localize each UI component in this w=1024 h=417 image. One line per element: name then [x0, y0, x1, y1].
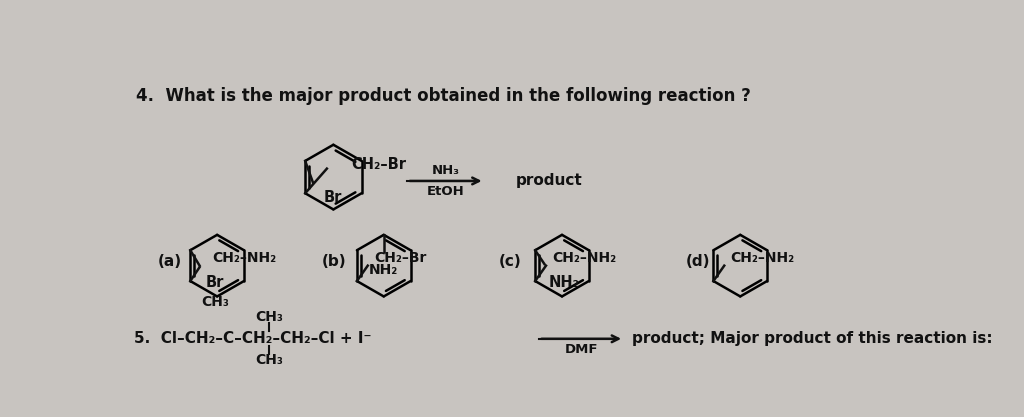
- Text: (d): (d): [686, 254, 711, 269]
- Text: CH₃: CH₃: [255, 353, 283, 367]
- Text: (c): (c): [499, 254, 521, 269]
- Text: 4.  What is the major product obtained in the following reaction ?: 4. What is the major product obtained in…: [136, 87, 751, 105]
- Text: (a): (a): [158, 254, 181, 269]
- Text: CH₂–Br: CH₂–Br: [374, 251, 426, 265]
- Text: EtOH: EtOH: [427, 185, 465, 198]
- Text: NH₂: NH₂: [369, 263, 398, 276]
- Text: CH₂–Br: CH₂–Br: [351, 156, 407, 171]
- Text: CH₃: CH₃: [201, 295, 229, 309]
- Text: product: product: [515, 173, 583, 188]
- Text: product; Major product of this reaction is:: product; Major product of this reaction …: [632, 331, 992, 346]
- Text: 5.  Cl–CH₂–C–CH₂–CH₂–Cl + I⁻: 5. Cl–CH₂–C–CH₂–CH₂–Cl + I⁻: [134, 331, 372, 346]
- Text: (b): (b): [322, 254, 346, 269]
- Text: CH₂–NH₂: CH₂–NH₂: [730, 251, 795, 265]
- Text: Br: Br: [324, 190, 342, 205]
- Text: DMF: DMF: [564, 343, 598, 356]
- Text: NH₃: NH₃: [432, 163, 460, 177]
- Text: NH₂: NH₂: [549, 275, 581, 290]
- Text: Br: Br: [206, 275, 224, 290]
- Text: CH₂–NH₂: CH₂–NH₂: [212, 251, 276, 265]
- Text: CH₃: CH₃: [255, 310, 283, 324]
- Text: CH₂–NH₂: CH₂–NH₂: [552, 251, 616, 265]
